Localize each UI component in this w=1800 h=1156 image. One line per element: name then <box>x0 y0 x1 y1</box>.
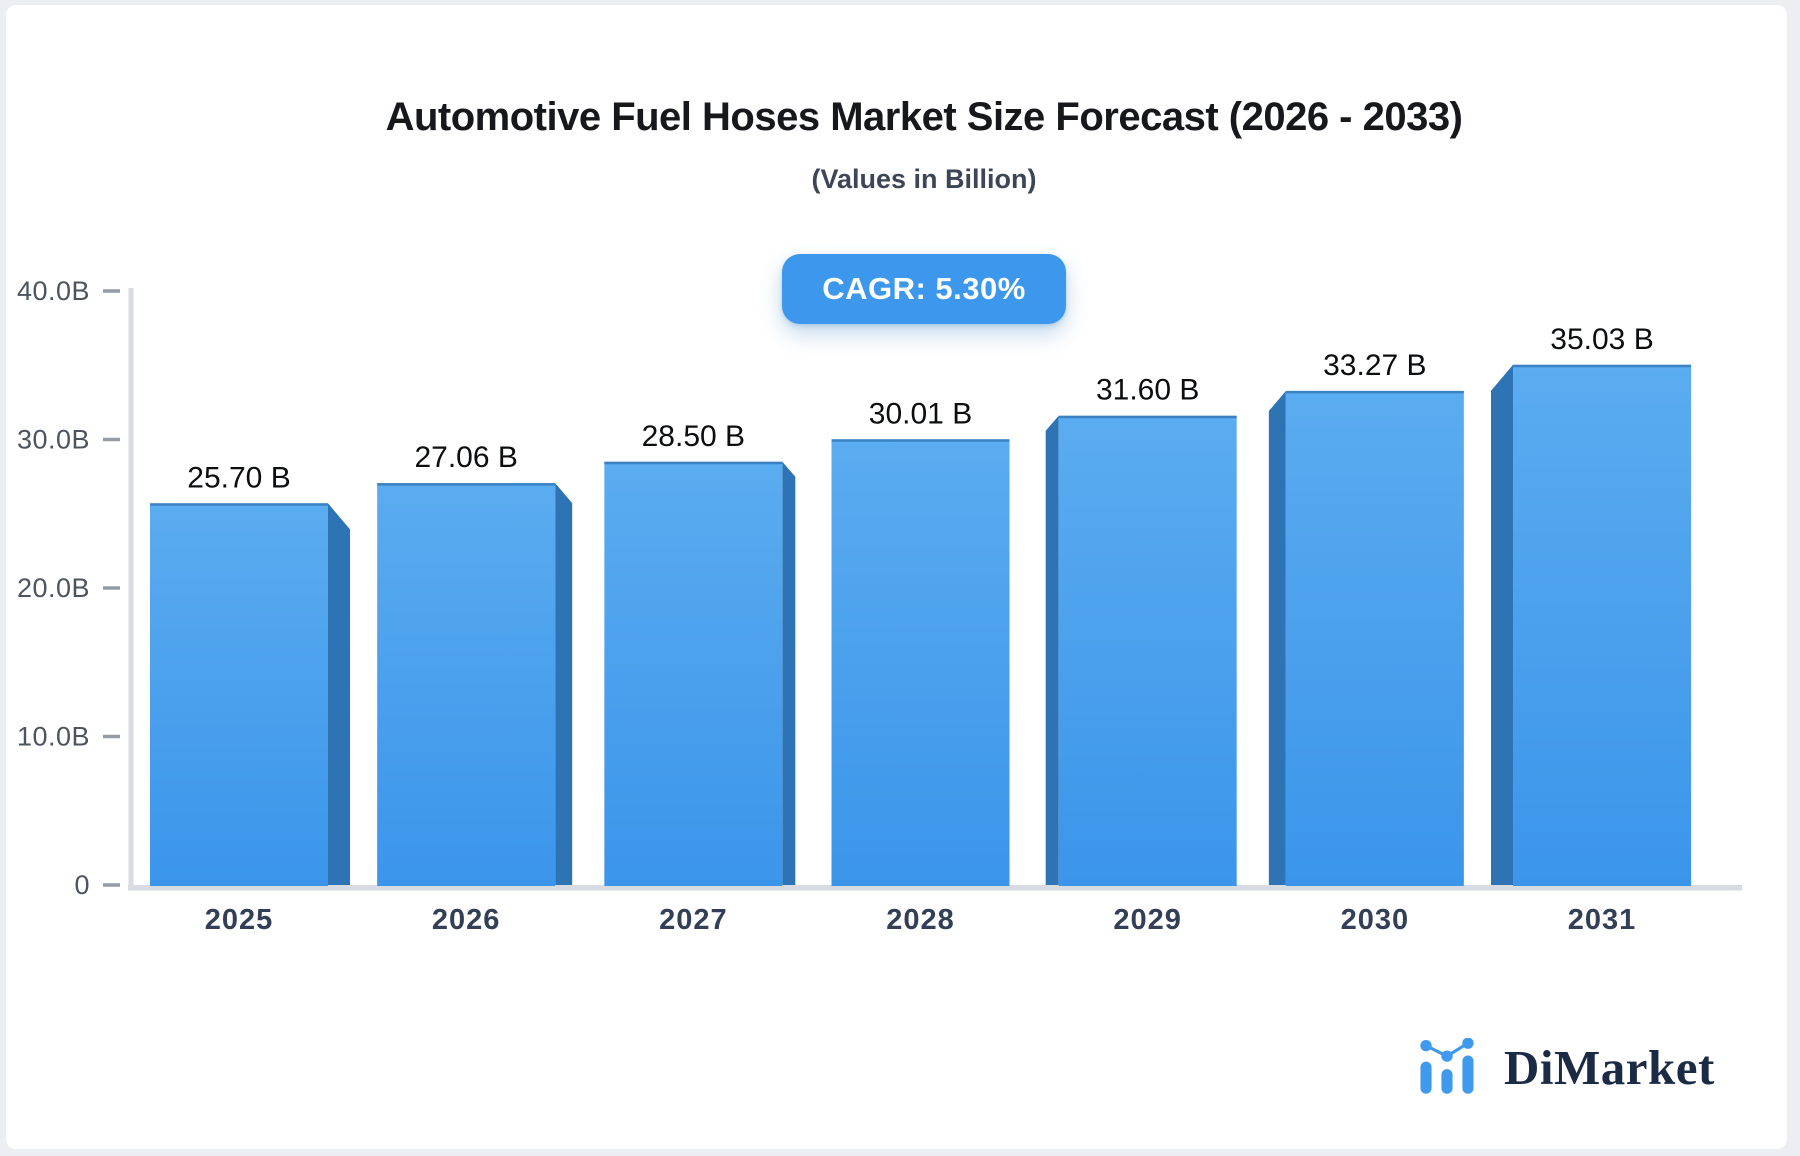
bar-face <box>831 439 1010 886</box>
x-axis-label: 2026 <box>432 904 501 936</box>
bar-value-label: 35.03 B <box>1550 323 1653 356</box>
bar-3d-side <box>328 503 350 885</box>
bar-2031 <box>1491 364 1692 886</box>
mini-bar-line-chart-icon <box>1420 1038 1474 1094</box>
cagr-badge-row: CAGR: 5.30% <box>48 254 1800 324</box>
labels: 25.70 B 2025 27.06 B 2026 28.50 B 2027 30.01 B… <box>187 323 1653 936</box>
y-axis-tick-label: 40.0B <box>17 276 90 306</box>
bar-value-label: 25.70 B <box>187 461 290 494</box>
chart-title: Automotive Fuel Hoses Market Size Foreca… <box>385 95 1463 139</box>
x-axis-label: 2027 <box>659 904 728 936</box>
bar-2029 <box>1045 415 1237 886</box>
bar-value-label: 27.06 B <box>414 441 517 474</box>
x-axis-label: 2031 <box>1568 904 1637 936</box>
x-axis-label: 2025 <box>205 904 274 936</box>
x-axis-label: 2028 <box>886 904 955 936</box>
x-axis-label: 2030 <box>1341 904 1410 936</box>
bar-3d-side <box>1268 390 1286 885</box>
bar-value-label: 31.60 B <box>1096 374 1199 407</box>
bar-3d-side <box>555 483 573 885</box>
y-axis-tick-label: 30.0B <box>17 425 90 455</box>
bar-face <box>1058 415 1237 886</box>
bar-value-label: 28.50 B <box>642 420 745 453</box>
bar-3d-side <box>782 461 796 885</box>
bar-2026 <box>377 483 573 886</box>
bar-face <box>377 483 556 886</box>
bar-2030 <box>1268 390 1464 886</box>
bar-face <box>604 461 783 886</box>
bar-2027 <box>604 461 796 886</box>
y-axis-tick-label: 0 <box>74 870 90 900</box>
cagr-badge: CAGR: 5.30% <box>782 254 1066 324</box>
bar-face <box>1285 390 1464 886</box>
x-axis-label: 2029 <box>1113 904 1182 936</box>
bar-3d-side <box>1491 364 1514 885</box>
bar-3d-side <box>1045 415 1059 885</box>
bar-value-label: 33.27 B <box>1323 349 1426 382</box>
axes: 40.0B 30.0B 20.0B 10.0B 0 <box>17 276 1742 900</box>
bar-2028 <box>831 439 1010 886</box>
y-axis-tick-label: 10.0B <box>17 722 90 752</box>
brand-name: DiMarket <box>1504 1040 1715 1095</box>
bar-face <box>150 503 328 886</box>
bar-value-label: 30.01 B <box>869 397 972 430</box>
chart-subtitle: (Values in Billion) <box>811 164 1037 194</box>
bar-face <box>1513 364 1692 886</box>
brand-logo: DiMarket <box>1418 1038 1715 1094</box>
y-axis-tick-label: 20.0B <box>17 573 90 603</box>
bars <box>150 364 1692 886</box>
bar-2025 <box>150 503 350 886</box>
